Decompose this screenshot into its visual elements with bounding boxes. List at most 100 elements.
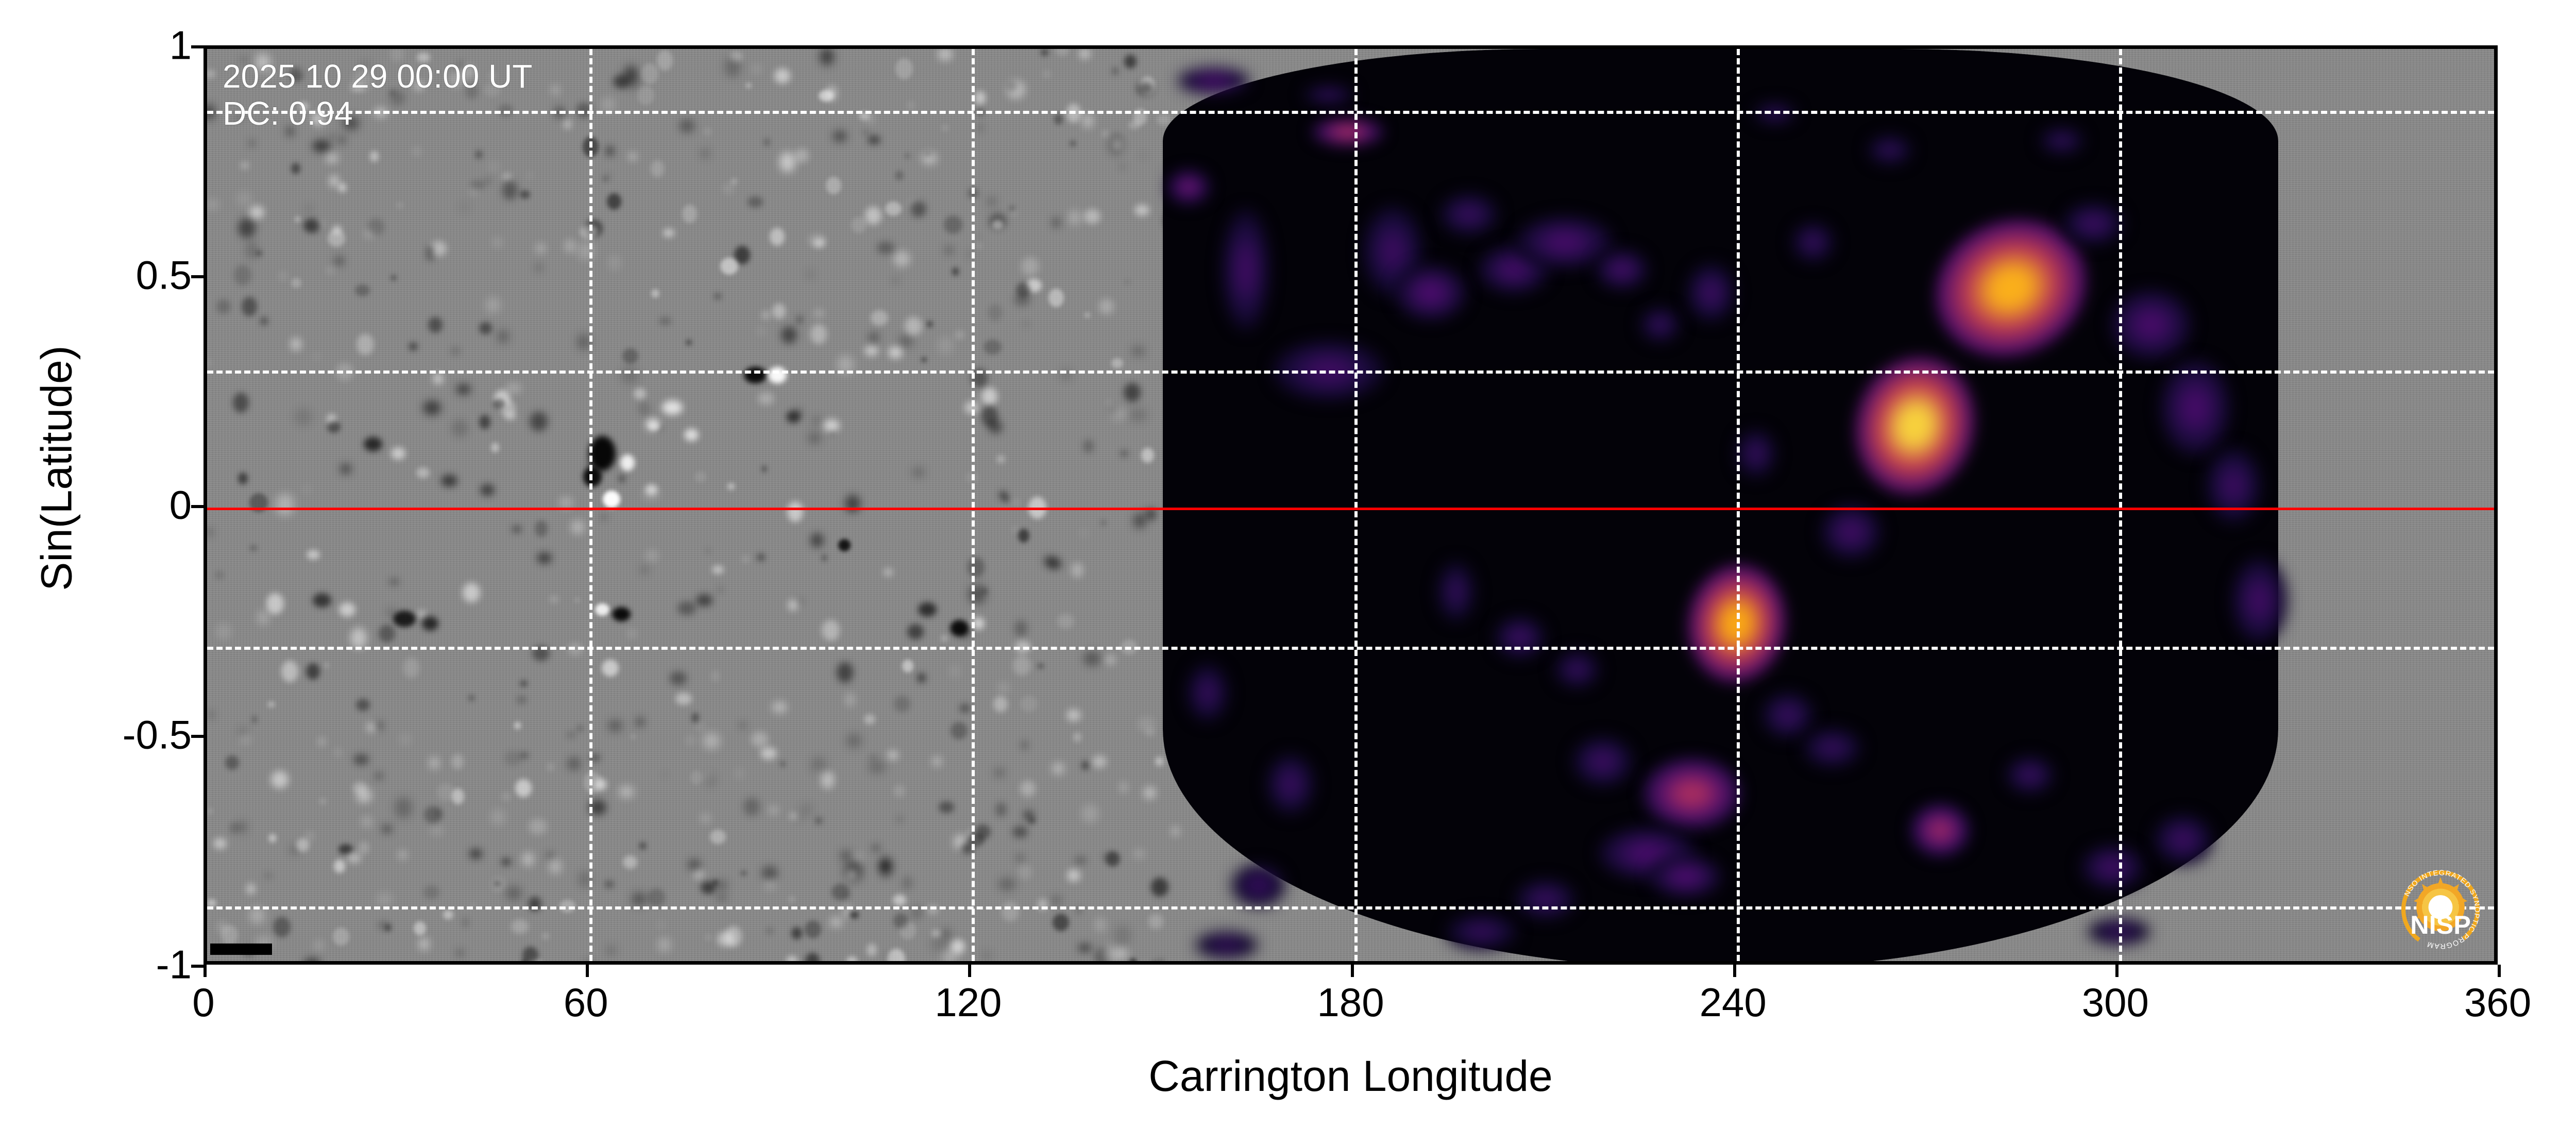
magnetogram-feature (428, 316, 443, 333)
magnetogram-feature (485, 297, 501, 313)
magnetogram-feature (1141, 447, 1154, 463)
magnetogram-feature (290, 845, 299, 854)
magnetogram-feature (950, 619, 969, 636)
magnetogram-feature (389, 90, 405, 106)
magnetogram-feature (536, 552, 552, 564)
magnetogram-feature (808, 432, 821, 444)
magnetogram-feature (448, 71, 464, 89)
magnetogram-feature (893, 250, 911, 267)
magnetogram-feature (449, 346, 462, 357)
magnetogram-feature (1124, 55, 1137, 69)
magnetogram-feature (931, 930, 941, 938)
magnetogram-feature (430, 825, 444, 835)
magnetogram-feature (705, 548, 710, 553)
magnetogram-feature (849, 911, 859, 919)
magnetogram-feature (942, 636, 947, 641)
magnetogram-feature (303, 486, 311, 493)
magnetogram-feature (702, 733, 721, 749)
magnetogram-feature (1145, 729, 1155, 736)
magnetogram-feature (840, 851, 852, 860)
magnetogram-feature (908, 102, 913, 109)
magnetogram-feature (329, 175, 339, 188)
magnetogram-feature (377, 920, 391, 931)
magnetogram-feature (393, 611, 416, 628)
magnetogram-feature (904, 153, 910, 159)
magnetogram-feature (902, 659, 913, 672)
magnetogram-feature (1158, 959, 1164, 961)
magnetogram-feature (952, 941, 965, 955)
magnetogram-feature (504, 751, 522, 766)
magnetogram-feature (619, 475, 625, 482)
magnetogram-feature (867, 135, 880, 145)
magnetogram-feature (988, 304, 1002, 321)
magnetogram-feature (549, 595, 559, 603)
magnetogram-feature (207, 200, 219, 209)
magnetogram-feature (246, 884, 256, 894)
magnetogram-feature (810, 533, 824, 548)
magnetogram-feature (559, 497, 573, 508)
magnetogram-feature (995, 802, 1007, 817)
magnetogram-feature (426, 252, 436, 262)
magnetogram-feature (887, 750, 899, 761)
magnetogram-feature (1133, 513, 1146, 529)
magnetogram-feature (451, 753, 464, 769)
magnetogram-feature (1052, 895, 1061, 906)
gridline-horizontal (207, 906, 2494, 910)
duty-cycle-text: DC: 0.94 (223, 94, 353, 132)
magnetogram-feature (1124, 280, 1130, 284)
magnetogram-feature (1123, 382, 1141, 402)
magnetogram-feature (814, 239, 825, 248)
magnetogram-feature (358, 83, 365, 91)
magnetogram-feature (471, 188, 478, 195)
y-tick (191, 45, 204, 48)
magnetogram-feature (1108, 132, 1126, 155)
y-tick (191, 735, 204, 738)
magnetogram-feature (788, 896, 795, 903)
magnetogram-feature (974, 824, 991, 839)
magnetogram-feature (437, 783, 455, 802)
magnetogram-feature (417, 610, 426, 618)
magnetogram-feature (532, 895, 537, 900)
magnetogram-feature (1014, 620, 1027, 637)
magnetogram-feature (702, 149, 708, 158)
magnetogram-feature (918, 602, 937, 617)
y-tick-label: 0.5 (135, 252, 192, 298)
magnetogram-feature (910, 200, 926, 217)
magnetogram-feature (1083, 209, 1100, 224)
magnetogram-feature (645, 549, 659, 562)
magnetogram-feature (333, 256, 345, 266)
magnetogram-feature (485, 177, 491, 184)
magnetogram-feature (339, 602, 356, 617)
magnetogram-feature (705, 772, 716, 787)
magnetogram-feature (804, 920, 821, 939)
magnetogram-feature (808, 272, 812, 277)
magnetogram-feature (294, 408, 313, 426)
magnetogram-feature (659, 922, 664, 928)
magnetogram-feature (747, 196, 763, 208)
magnetogram-feature (740, 870, 747, 877)
magnetogram-feature (731, 179, 737, 184)
magnetogram-feature (845, 733, 862, 749)
magnetogram-feature (479, 415, 490, 429)
magnetogram-feature (430, 757, 438, 768)
magnetogram-feature (221, 925, 239, 946)
magnetogram-feature (470, 179, 485, 190)
magnetogram-feature (469, 68, 474, 74)
magnetogram-feature (629, 630, 635, 636)
magnetogram-feature (240, 729, 246, 736)
magnetogram-feature (926, 321, 933, 327)
magnetogram-feature (1002, 494, 1010, 504)
magnetogram-feature (663, 229, 675, 237)
magnetogram-feature (359, 841, 369, 855)
magnetogram-feature (264, 872, 273, 879)
magnetogram-feature (451, 419, 468, 437)
magnetogram-feature (877, 242, 895, 255)
magnetogram-feature (279, 272, 288, 280)
x-tick-label: 300 (2081, 980, 2149, 1025)
magnetogram-feature (774, 69, 791, 83)
magnetogram-feature (764, 880, 776, 890)
magnetogram-feature (893, 279, 898, 283)
y-tick-label: 1 (169, 22, 192, 68)
magnetogram-feature (350, 628, 367, 649)
magnetogram-feature (480, 484, 495, 497)
